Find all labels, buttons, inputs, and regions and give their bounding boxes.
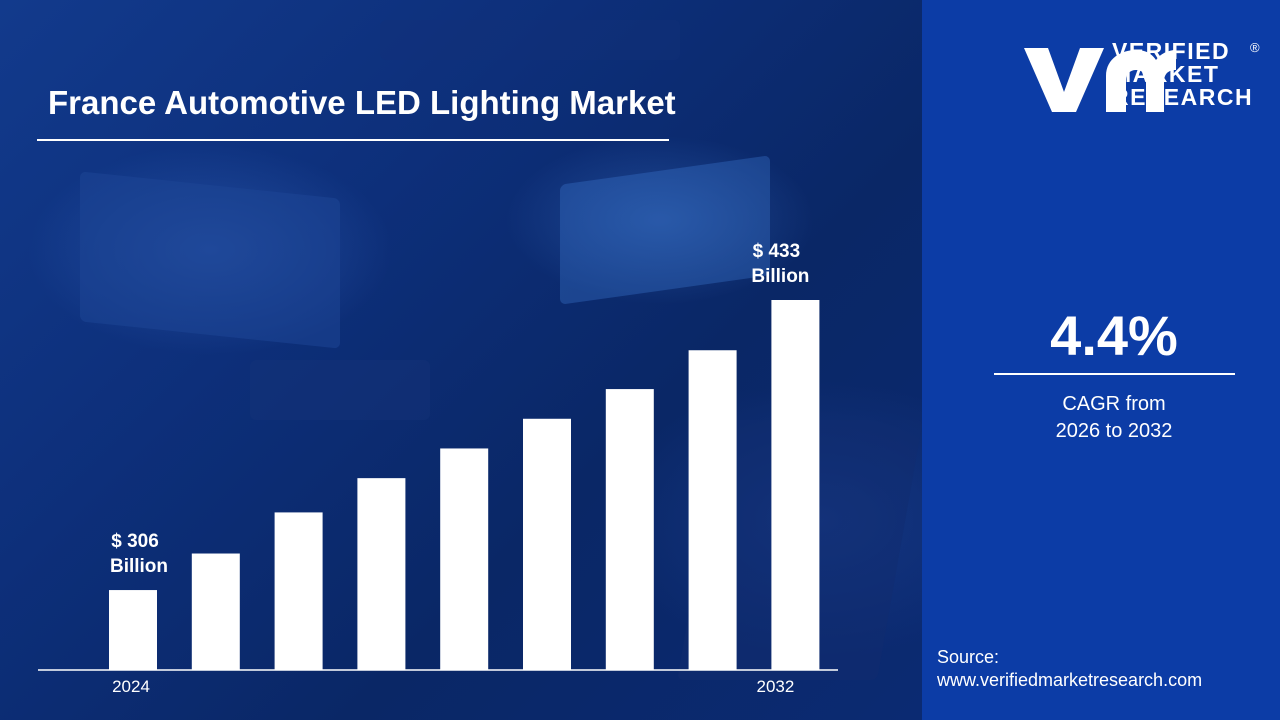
x-tick-label-2024: 2024: [112, 677, 150, 696]
bar-2028: [440, 448, 489, 670]
cagr-label-line2: 2026 to 2032: [1055, 420, 1173, 442]
data-label-unit-2024: Billion: [110, 556, 168, 577]
chart-title: France Automotive LED Lighting Market: [48, 84, 676, 121]
registered-mark: ®: [1250, 40, 1260, 55]
data-label-value-2032: $ 433: [753, 241, 801, 262]
source-url: www.verifiedmarketresearch.com: [937, 670, 1203, 690]
bar-2025: [191, 553, 240, 670]
bar-2027: [357, 478, 406, 670]
bar-2024: [109, 590, 157, 670]
bar-2030: [605, 389, 654, 670]
data-label-value-2024: $ 306: [111, 531, 159, 552]
x-tick-label-2032: 2032: [756, 677, 794, 696]
logo-wordmark: VERIFIED MARKET RESEARCH: [1112, 40, 1253, 109]
cagr-value: 4.4%: [1050, 304, 1178, 367]
bar-2029: [523, 418, 571, 670]
data-label-unit-2032: Billion: [751, 266, 809, 287]
title-underline: [37, 139, 669, 141]
circuit-component-shape: [250, 360, 430, 420]
bar-2032: [771, 300, 820, 670]
bar-2031: [688, 350, 737, 670]
cagr-label: CAGR from 2026 to 2032: [994, 391, 1234, 445]
bar-chart: 2024 2032 $ 306 Billion $ 433 Billion: [0, 0, 922, 720]
cagr-label-line1: CAGR from: [1062, 393, 1166, 415]
source-note: Source: www.verifiedmarketresearch.com: [937, 646, 1202, 692]
cagr-divider: [994, 373, 1235, 375]
bar-2026: [274, 512, 323, 670]
source-label: Source:: [937, 647, 1000, 667]
logo-line-research: RESEARCH: [1112, 84, 1254, 110]
vmr-logo-mark: [1024, 48, 1176, 112]
logo-line-market: MARKET: [1112, 61, 1220, 87]
logo-line-verified: VERIFIED: [1112, 38, 1231, 64]
summary-panel: [922, 0, 1280, 720]
circuit-component-shape: [380, 20, 680, 60]
